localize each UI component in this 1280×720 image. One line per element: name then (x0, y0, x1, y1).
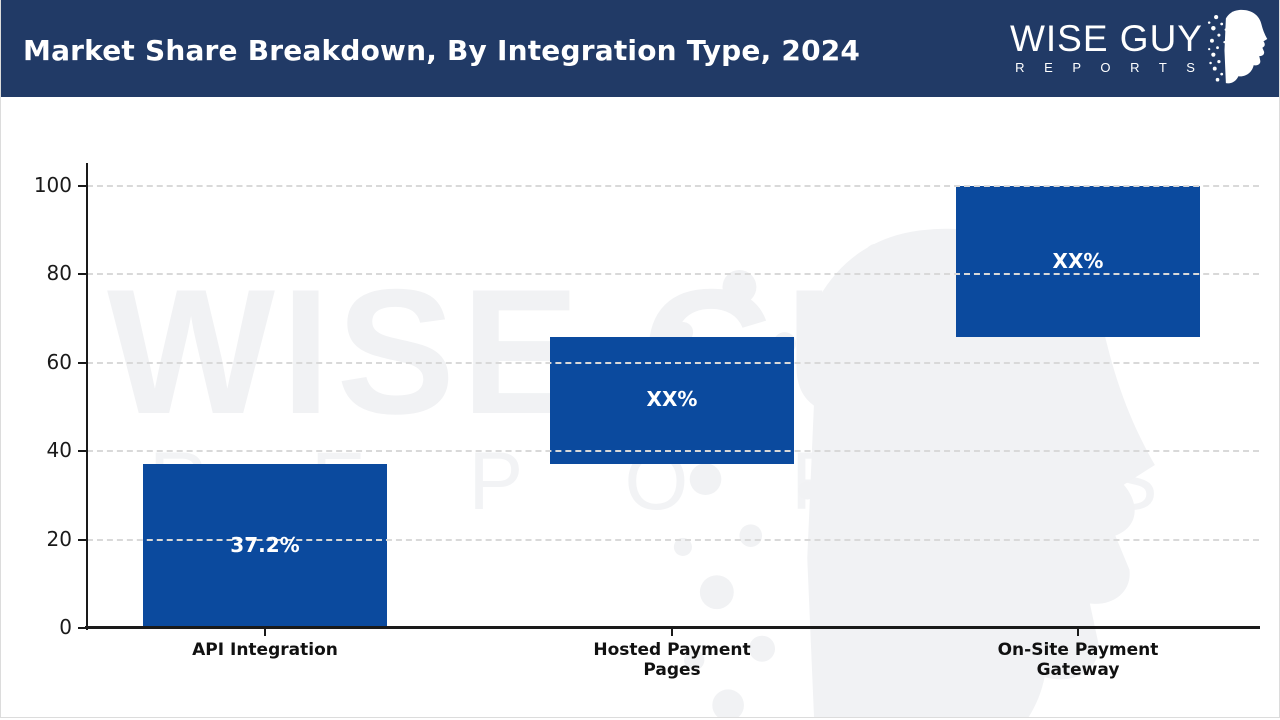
y-tick-mark (78, 361, 86, 364)
header-banner: Market Share Breakdown, By Integration T… (1, 0, 1279, 97)
y-tick-mark (78, 538, 86, 541)
y-tick-mark (78, 450, 86, 453)
y-tick-mark (78, 185, 86, 187)
gridline-100 (87, 185, 1259, 187)
chart-title: Market Share Breakdown, By Integration T… (23, 34, 861, 67)
logo-line1: WISE GUY (1009, 18, 1203, 59)
logo-wordmark: WISE GUY R E P O R T S (1009, 18, 1203, 76)
y-tick-label: 0 (59, 615, 72, 639)
x-category-label-2: Hosted Payment Pages (593, 640, 751, 680)
logo-line2: R E P O R T S (1015, 60, 1203, 75)
bar-1 (143, 463, 387, 628)
gridline-60 (87, 361, 1259, 364)
y-tick-label: 80 (46, 261, 72, 286)
bar-value-label-3: XX% (1052, 248, 1104, 273)
y-tick-mark (78, 273, 86, 276)
gridline-20 (87, 538, 1259, 541)
x-axis-line (85, 626, 1260, 629)
y-tick-label: 60 (46, 349, 72, 374)
y-axis-line (86, 163, 88, 630)
x-tick-mark (671, 629, 673, 636)
gridline-40 (87, 450, 1259, 453)
chart-area: WISE GUY R E P O R T S 0 20 40 60 80 100 37.2%… (1, 97, 1279, 717)
y-tick-mark (78, 627, 86, 629)
face-profile-icon (1207, 9, 1268, 84)
x-tick-mark (264, 629, 266, 636)
bar-value-label-2: XX% (646, 387, 698, 412)
y-tick-label: 20 (46, 526, 72, 551)
plot: 0 20 40 60 80 100 37.2% XX% XX% API Integration Ho… (1, 97, 1279, 717)
y-tick-label: 100 (33, 173, 72, 197)
y-tick-label: 40 (46, 438, 72, 463)
wise-guy-logo: WISE GUY R E P O R T S (1010, 8, 1269, 86)
x-tick-mark (1077, 629, 1079, 636)
x-category-label-3: On-Site Payment Gateway (997, 640, 1159, 680)
gridline-80 (87, 273, 1259, 276)
bar-value-label-1: 37.2% (230, 532, 300, 557)
x-category-label-1: API Integration (192, 640, 338, 660)
